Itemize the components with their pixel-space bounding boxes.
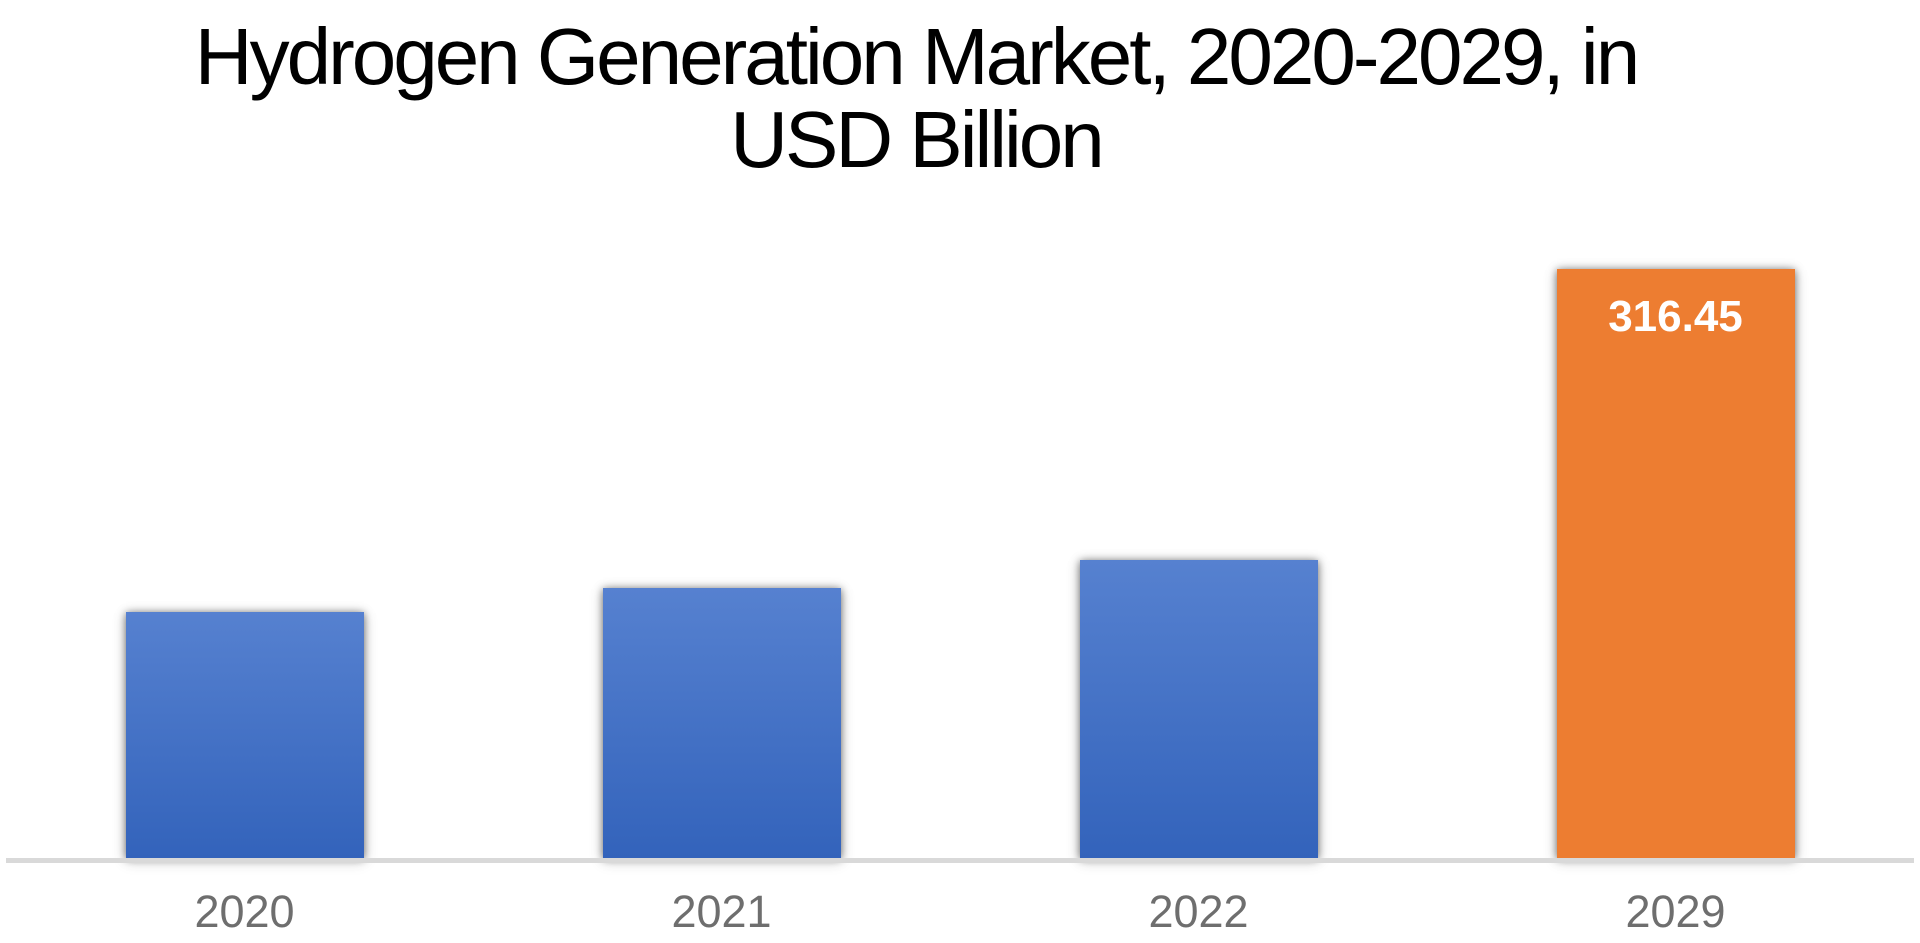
bar-2022 xyxy=(1079,560,1318,858)
x-axis-label-2022: 2022 xyxy=(1148,886,1249,937)
bar-2020 xyxy=(125,612,364,858)
chart-title-line-2: USD Billion xyxy=(730,95,1105,184)
x-axis-line xyxy=(6,858,1914,863)
bar-2029 xyxy=(1556,269,1795,858)
bar-value-label-2029: 316.45 xyxy=(1608,292,1743,341)
chart-title: Hydrogen Generation Market, 2020-2029, i… xyxy=(0,15,1832,181)
x-axis-label-2020: 2020 xyxy=(194,886,295,937)
bar-2021 xyxy=(602,588,841,858)
x-axis-label-2021: 2021 xyxy=(671,886,772,937)
chart-title-line-1: Hydrogen Generation Market, 2020-2029, i… xyxy=(194,12,1640,101)
x-axis-label-2029: 2029 xyxy=(1625,886,1726,937)
